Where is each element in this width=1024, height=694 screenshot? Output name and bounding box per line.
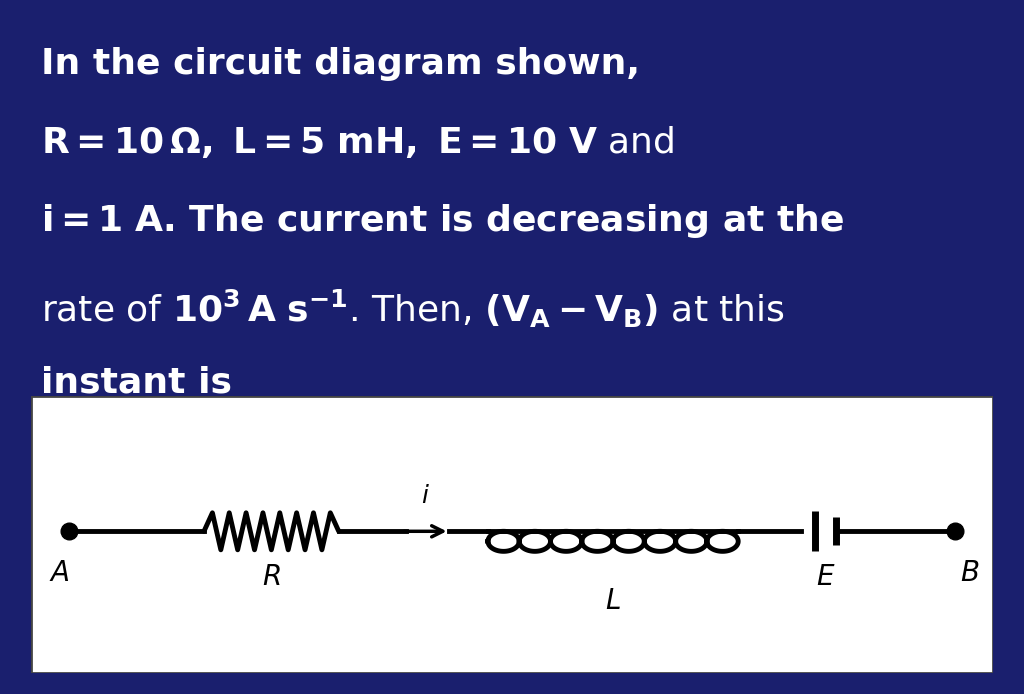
Text: $E$: $E$ <box>816 564 836 591</box>
Text: $L$: $L$ <box>605 587 621 615</box>
Text: In the circuit diagram shown,: In the circuit diagram shown, <box>41 46 640 81</box>
Text: $R$: $R$ <box>262 564 281 591</box>
Text: $A$: $A$ <box>49 559 70 587</box>
Text: $B$: $B$ <box>959 559 979 587</box>
Text: instant is: instant is <box>41 365 232 399</box>
Text: rate of $\mathbf{10^3\!\ A\ s^{-1}}$. Then, $\mathbf{(V_A - V_B)}$ at this: rate of $\mathbf{10^3\!\ A\ s^{-1}}$. Th… <box>41 287 784 330</box>
Text: $i$: $i$ <box>421 484 430 508</box>
Text: $\mathbf{i = 1\ A}$. The current is decreasing at the: $\mathbf{i = 1\ A}$. The current is decr… <box>41 202 844 240</box>
Text: $\mathbf{R = 10\,\Omega,\ L = 5\ mH,\ E = 10\ V}$ and: $\mathbf{R = 10\,\Omega,\ L = 5\ mH,\ E … <box>41 124 674 160</box>
